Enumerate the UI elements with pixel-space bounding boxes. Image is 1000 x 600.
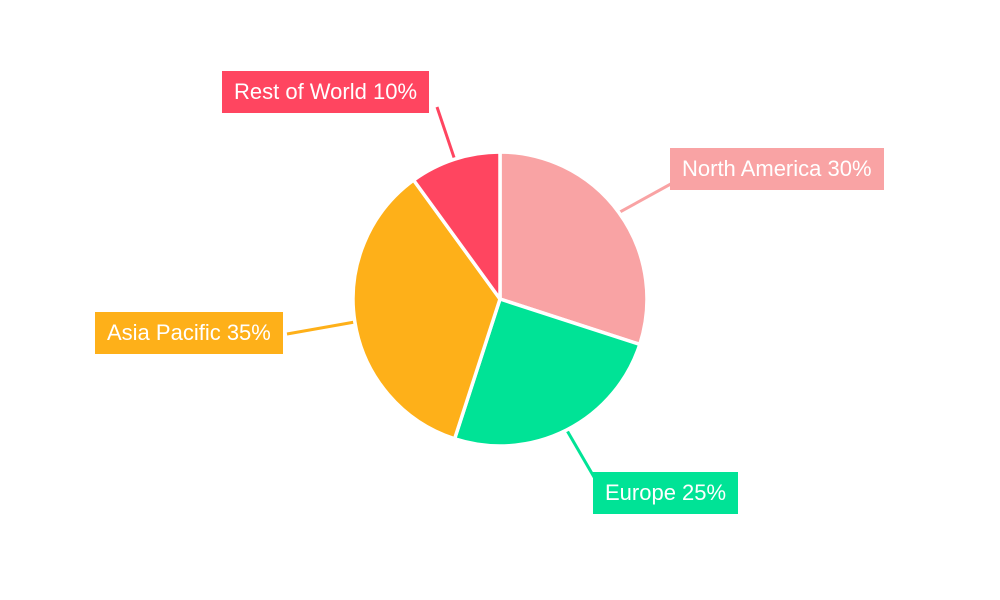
label-connector-asia-pacific (286, 320, 356, 336)
label-connector-rest-of-world (435, 106, 457, 160)
pie-label-rest-of-world: Rest of World 10% (222, 71, 430, 113)
pie-label-asia-pacific: Asia Pacific 35% (95, 312, 283, 354)
pie-label-europe: Europe 25% (593, 472, 739, 514)
pie-label-north-america: North America 30% (670, 148, 884, 190)
label-connector-north-america (618, 178, 679, 214)
pie-slice-asia-pacific[interactable] (351, 178, 502, 441)
pie-slice-north-america[interactable] (498, 150, 649, 347)
pie-slice-rest-of-world[interactable] (411, 150, 502, 301)
pie-slice-europe[interactable] (452, 297, 642, 448)
